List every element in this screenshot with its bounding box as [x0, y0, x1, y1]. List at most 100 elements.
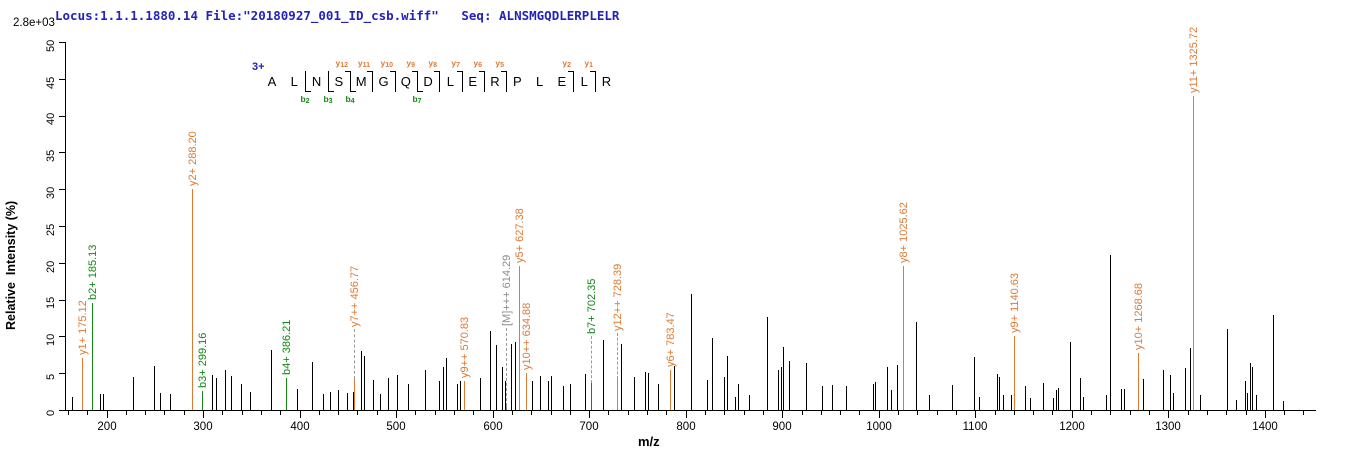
- x-major-tick: [1265, 411, 1266, 418]
- spectrum-peak: [778, 370, 779, 410]
- sequence-y-ion-label: y6: [473, 58, 482, 69]
- fragment-ion-peak: [1014, 336, 1015, 410]
- x-minor-tick: [319, 411, 320, 415]
- sequence-y-ion-label: y7: [451, 58, 460, 69]
- spectrum-peak: [1245, 380, 1246, 410]
- spectrum-peak: [480, 378, 481, 410]
- spectrum-peak: [1190, 348, 1191, 410]
- fragment-ion-peak-label: b3+ 299.16: [197, 332, 209, 388]
- x-tick-label: 300: [193, 421, 213, 433]
- x-tick-label: 200: [97, 421, 117, 433]
- spectrum-peak: [1124, 389, 1125, 410]
- spectrum-peak: [1163, 370, 1164, 410]
- x-minor-tick: [1149, 411, 1150, 415]
- x-minor-tick: [87, 411, 88, 415]
- x-minor-tick: [415, 411, 416, 415]
- x-minor-tick: [435, 411, 436, 415]
- x-axis-line: [65, 410, 1316, 411]
- spectrum-peak: [103, 393, 104, 410]
- sequence-residue: A: [267, 74, 277, 89]
- sequence-residue: R: [490, 74, 500, 89]
- y-tick: [59, 410, 65, 411]
- spectrum-peak: [1011, 395, 1012, 410]
- y-fragment-hook: [590, 71, 595, 72]
- y-tick-label: 45: [45, 76, 57, 89]
- spectrum-header: Locus:1.1.1.1880.14 File:"20180927_001_I…: [55, 8, 620, 23]
- sequence-y-ion-label: y5: [495, 58, 504, 69]
- y-axis-line: [65, 42, 66, 411]
- spectrum-peak: [929, 395, 930, 410]
- spectrum-peak: [397, 375, 398, 410]
- x-minor-tick: [531, 411, 532, 415]
- sequence-y-ion-label: y1: [584, 58, 593, 69]
- spectrum-peak: [999, 376, 1000, 410]
- fragment-ion-peak-label: y10+ 1268.68: [1133, 282, 1145, 350]
- y-tick: [59, 336, 65, 338]
- sequence-residue: Q: [400, 74, 411, 89]
- y-fragment-hook: [390, 71, 395, 72]
- spectrum-peak: [1070, 342, 1071, 410]
- spectrum-peak: [1080, 378, 1081, 410]
- spectrum-peak: [738, 383, 739, 410]
- x-minor-tick: [802, 411, 803, 415]
- spectrum-peak: [1003, 395, 1004, 410]
- spectrum-peak: [846, 386, 847, 410]
- spectrum-peak: [551, 376, 552, 410]
- x-tick-label: 400: [290, 421, 310, 433]
- spectrum-peak: [1106, 395, 1107, 410]
- spectrum-peak: [1273, 315, 1274, 410]
- sequence-b-ion-label: b3: [323, 94, 333, 105]
- x-major-tick: [589, 411, 590, 418]
- y-tick-label: 40: [45, 113, 57, 126]
- spectrum-peak: [952, 384, 953, 410]
- spectrum-peak: [1143, 379, 1144, 410]
- sequence-residue: R: [601, 74, 612, 89]
- x-major-tick: [1072, 411, 1073, 418]
- spectrum-peak: [1250, 362, 1251, 410]
- x-major-tick: [300, 411, 301, 418]
- x-major-tick: [975, 411, 976, 418]
- spectrum-peak: [1227, 329, 1228, 410]
- fragment-ion-peak-label: b4+ 386.21: [281, 319, 293, 376]
- x-minor-tick: [1110, 411, 1111, 415]
- x-minor-tick: [1091, 411, 1092, 415]
- spectrum-peak: [806, 362, 807, 410]
- spectrum-peak: [540, 376, 541, 410]
- spectrum-peak: [271, 349, 272, 410]
- fragment-ion-peak: [464, 380, 465, 410]
- x-major-tick: [493, 411, 494, 418]
- spectrum-peak: [297, 388, 298, 410]
- spectrum-peak: [330, 391, 331, 410]
- x-minor-tick: [1052, 411, 1053, 415]
- spectrum-peak: [312, 362, 313, 410]
- x-tick-label: 1300: [1155, 421, 1181, 433]
- x-minor-tick: [1284, 411, 1285, 415]
- spectrum-peak: [154, 365, 155, 410]
- sequence-residue: E: [468, 74, 478, 89]
- spectrum-peak: [160, 393, 161, 410]
- x-minor-tick: [126, 411, 127, 415]
- x-tick-label: 1400: [1252, 421, 1278, 433]
- fragment-ion-peak: [591, 382, 592, 410]
- fragment-ion-peak: [1193, 95, 1194, 410]
- x-minor-tick: [628, 411, 629, 415]
- fragment-ion-peak: [286, 378, 287, 410]
- fragment-ion-peak: [92, 303, 93, 410]
- x-minor-tick: [145, 411, 146, 415]
- spectrum-peak: [727, 356, 728, 410]
- spectrum-peak: [443, 366, 444, 410]
- spectrum-peak: [621, 343, 622, 410]
- fragment-ion-peak: [526, 373, 527, 410]
- sequence-residue: P: [512, 74, 522, 89]
- x-minor-tick: [454, 411, 455, 415]
- sequence-residue: N: [311, 74, 322, 89]
- x-major-tick: [1168, 411, 1169, 418]
- x-minor-tick: [744, 411, 745, 415]
- spectrum-peak: [1030, 398, 1031, 410]
- fragment-ion-peak-label: [M]+++ 614.29: [501, 254, 513, 326]
- spectrum-peak: [1058, 387, 1059, 410]
- spectrum-peak: [1025, 386, 1026, 410]
- sequence-residue: D: [423, 74, 433, 89]
- spectrum-peak: [1283, 401, 1284, 410]
- spectrum-peak: [380, 393, 381, 410]
